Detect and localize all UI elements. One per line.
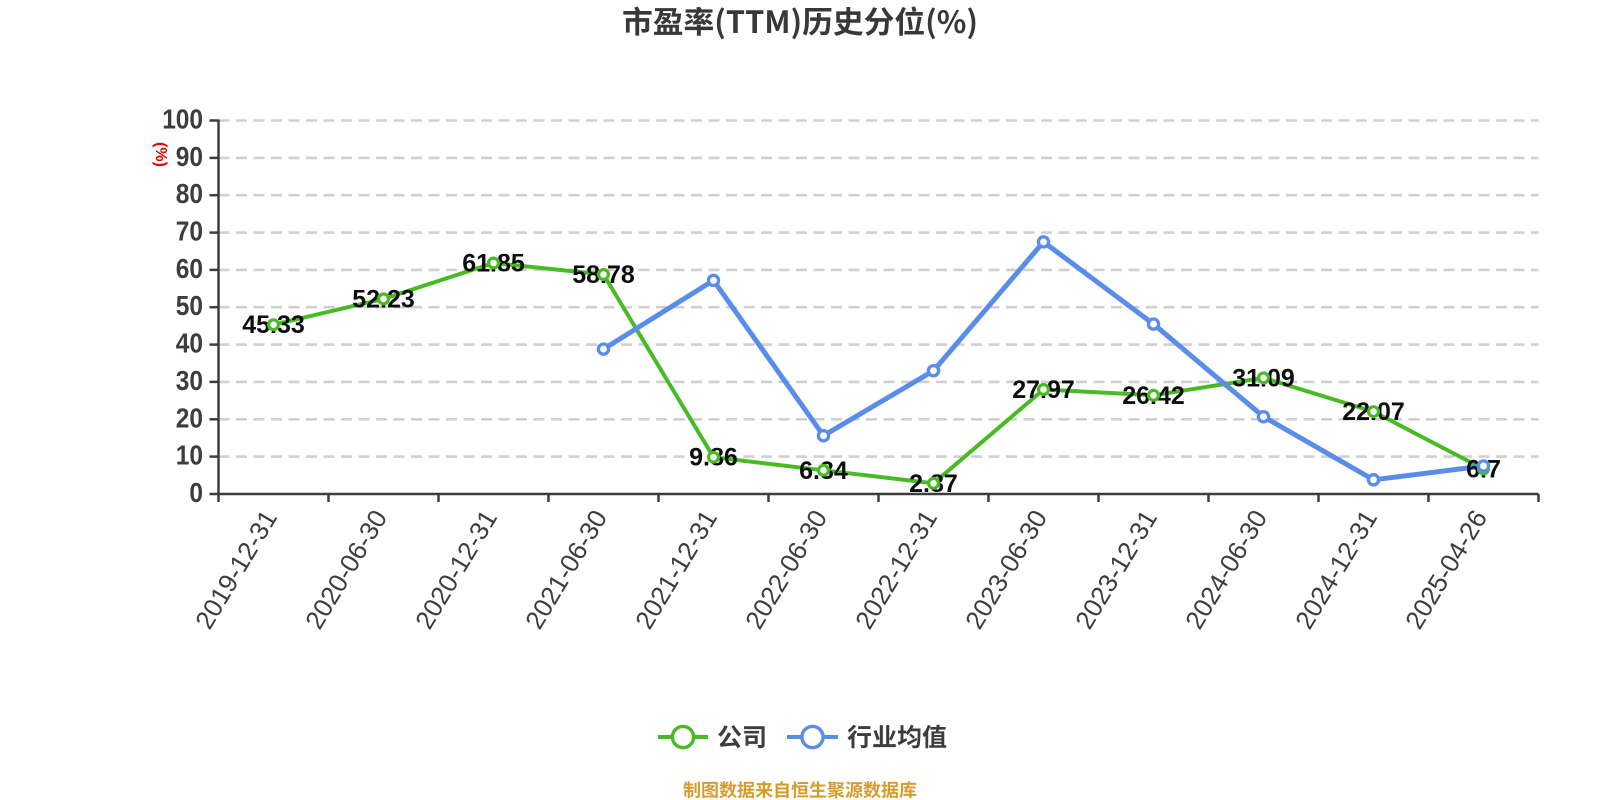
svg-text:90: 90: [176, 141, 203, 173]
svg-text:80: 80: [176, 178, 203, 210]
svg-text:50: 50: [176, 290, 203, 322]
svg-text:70: 70: [176, 215, 203, 247]
svg-text:100: 100: [162, 103, 203, 135]
svg-text:20: 20: [176, 402, 203, 434]
svg-text:10: 10: [176, 439, 203, 471]
svg-text:40: 40: [176, 327, 203, 359]
svg-text:(%): (%): [152, 142, 169, 167]
svg-text:60: 60: [176, 253, 203, 285]
svg-text:0: 0: [189, 477, 203, 509]
svg-text:30: 30: [176, 365, 203, 397]
